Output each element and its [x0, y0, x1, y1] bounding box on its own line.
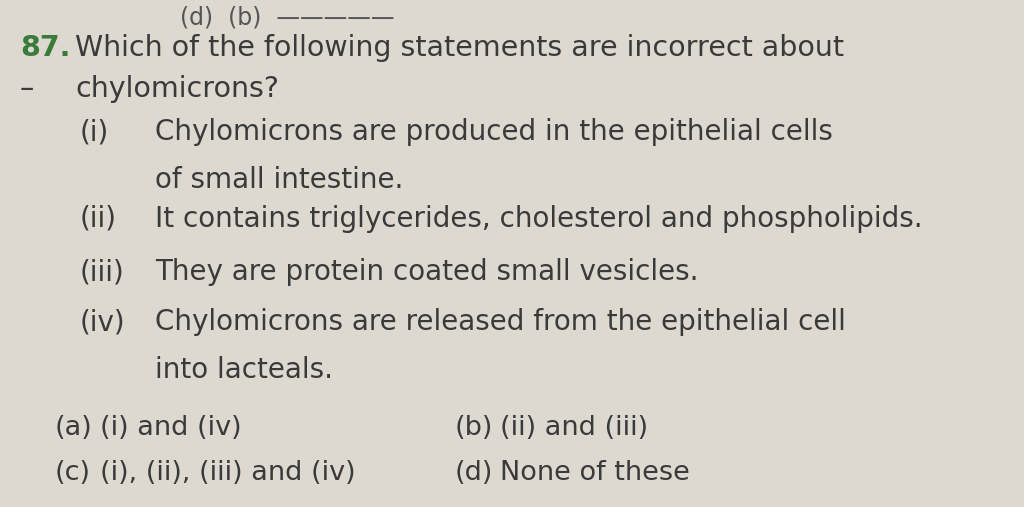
Text: chylomicrons?: chylomicrons?	[75, 75, 279, 103]
Text: Which of the following statements are incorrect about: Which of the following statements are in…	[75, 34, 844, 62]
Text: of small intestine.: of small intestine.	[155, 166, 403, 194]
Text: Chylomicrons are released from the epithelial cell: Chylomicrons are released from the epith…	[155, 308, 846, 336]
Text: It contains triglycerides, cholesterol and phospholipids.: It contains triglycerides, cholesterol a…	[155, 205, 923, 233]
Text: (i): (i)	[80, 118, 110, 146]
Text: into lacteals.: into lacteals.	[155, 356, 333, 384]
Text: Chylomicrons are produced in the epithelial cells: Chylomicrons are produced in the epithel…	[155, 118, 833, 146]
Text: (i) and (iv): (i) and (iv)	[100, 415, 242, 441]
Text: –: –	[20, 75, 34, 103]
Text: 87.: 87.	[20, 34, 71, 62]
Text: (d): (d)	[455, 460, 494, 486]
Text: (a): (a)	[55, 415, 93, 441]
Text: (c): (c)	[55, 460, 91, 486]
Text: (i), (ii), (iii) and (iv): (i), (ii), (iii) and (iv)	[100, 460, 355, 486]
Text: (iv): (iv)	[80, 308, 126, 336]
Text: (ii) and (iii): (ii) and (iii)	[500, 415, 648, 441]
Text: (d)  (b)  —————: (d) (b) —————	[180, 6, 394, 30]
Text: They are protein coated small vesicles.: They are protein coated small vesicles.	[155, 258, 698, 286]
Text: (b): (b)	[455, 415, 494, 441]
Text: None of these: None of these	[500, 460, 690, 486]
Text: (iii): (iii)	[80, 258, 125, 286]
Text: (ii): (ii)	[80, 205, 117, 233]
